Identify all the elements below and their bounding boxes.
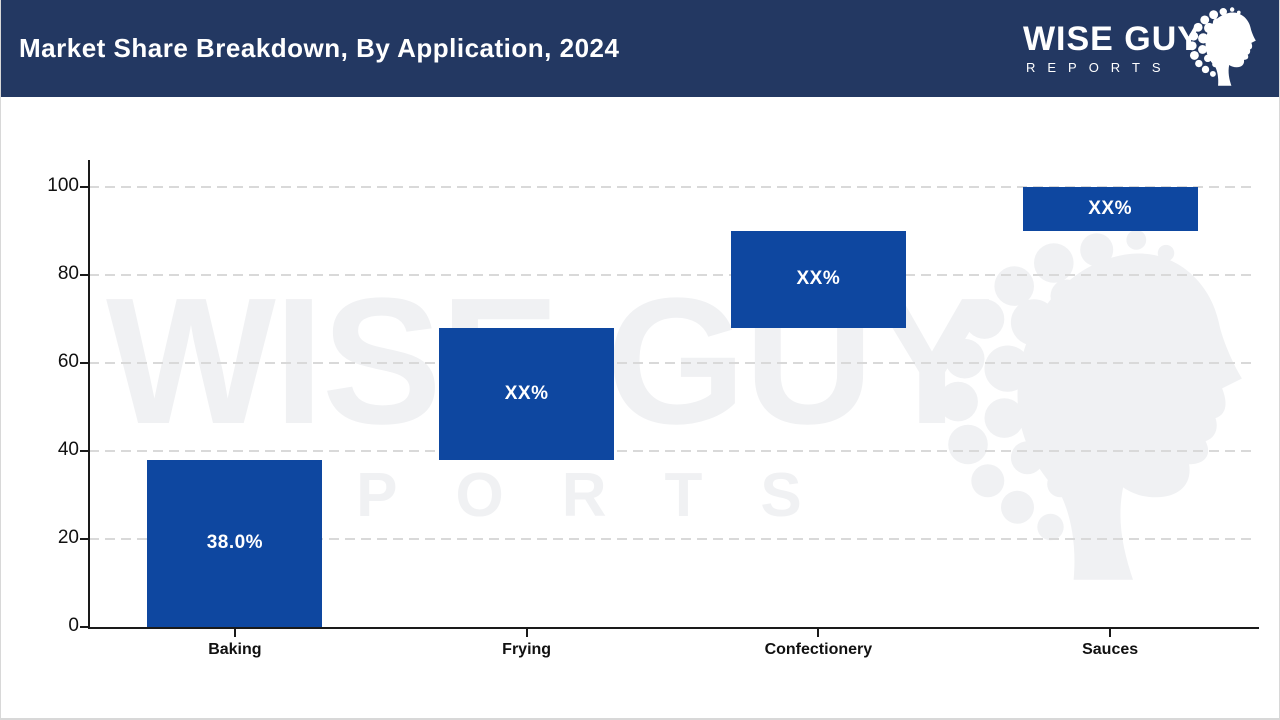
x-category-label: Frying [502,641,552,658]
x-tick-mark [817,629,820,637]
bar-sauces: XX% [1022,187,1198,231]
gridline-80 [89,274,1256,276]
dotted-face-icon [1187,6,1256,86]
x-category-label: Confectionery [764,641,873,658]
x-tick-mark [1109,629,1112,637]
y-tick-mark [80,186,89,188]
y-tick-mark [80,626,89,628]
gridline-20 [89,538,1256,540]
y-tick-mark [80,538,89,540]
gridline-100 [89,186,1256,188]
bar-baking: 38.0% [147,459,323,627]
y-tick-mark [80,450,89,452]
y-tick-label: 100 [47,175,79,196]
bar-value-label: 38.0% [206,532,264,554]
logo-text: WISE GUY REPORTS [1023,22,1201,75]
logo-subtitle: REPORTS [1025,60,1173,75]
y-tick-label: 40 [57,439,79,460]
x-tick-mark [233,629,236,637]
y-tick-label: 20 [57,527,79,548]
bar-frying: XX% [439,327,615,460]
bar-value-label: XX% [1088,198,1132,219]
y-axis-line [88,160,90,629]
bar-value-label: XX% [504,382,549,404]
logo-wordmark: WISE GUY [1022,20,1201,58]
gridline-40 [89,450,1256,452]
bar-value-label: XX% [796,268,841,290]
y-tick-mark [80,274,89,276]
page-title: Market Share Breakdown, By Application, … [19,33,620,63]
y-tick-mark [80,362,89,364]
wise-guy-logo: WISE GUY REPORTS [1023,6,1261,89]
x-axis-line [88,627,1259,629]
y-tick-label: 0 [68,615,79,636]
y-tick-label: 80 [57,263,79,284]
x-category-label: Sauces [1082,641,1139,658]
chart-section: WISE GUY REPORTS 0 20 40 60 80 100 38.0% Baking… [1,97,1279,718]
header: Market Share Breakdown, By Application, … [1,0,1279,97]
y-tick-label: 60 [57,351,79,372]
x-category-label: Baking [208,641,262,658]
x-tick-mark [525,629,528,637]
gridline-60 [89,362,1256,364]
bar-confectionery: XX% [730,231,906,328]
